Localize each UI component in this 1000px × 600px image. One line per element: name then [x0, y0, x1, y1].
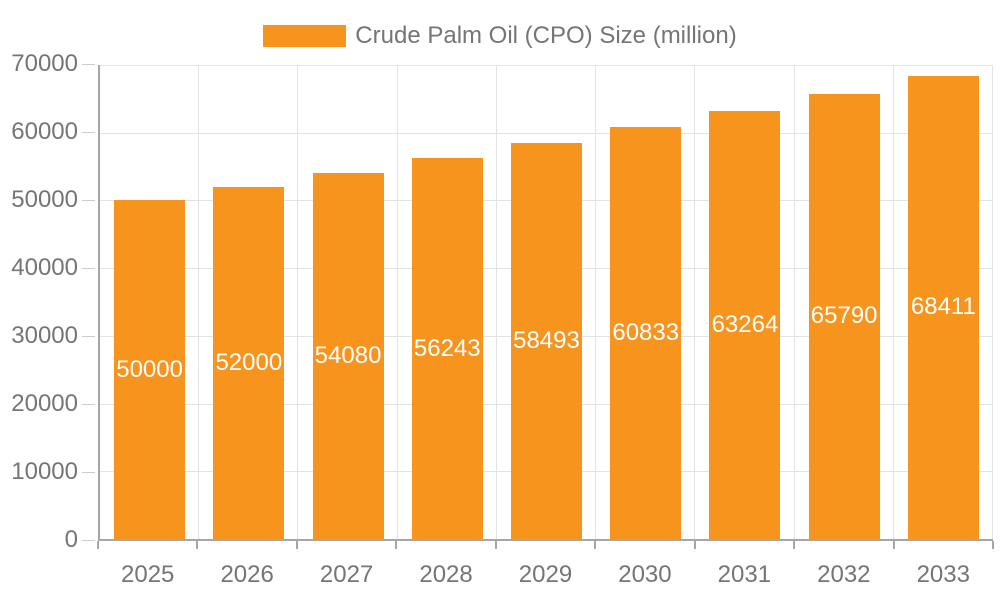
- x-axis-label-2028: 2028: [419, 561, 473, 588]
- y-axis-tick: [82, 131, 95, 133]
- x-axis-label-2031: 2031: [717, 561, 772, 588]
- bar-cell-2031: 63264: [695, 110, 794, 539]
- bar-value-label: 60833: [612, 319, 680, 347]
- gridline-vertical-4: [495, 65, 497, 539]
- gridline-vertical-2: [297, 65, 299, 539]
- gridline-vertical-5: [595, 65, 597, 539]
- y-axis-label-0: 0: [64, 526, 78, 553]
- y-axis-label-60000: 60000: [11, 117, 78, 145]
- x-axis-tick: [992, 541, 994, 549]
- y-axis: 0 10000 20000 30000 40000 50000 60000 70000: [0, 51, 98, 553]
- gridline-vertical-7: [793, 65, 795, 539]
- y-axis-tick: [82, 64, 95, 65]
- y-axis-tick: [82, 199, 95, 201]
- x-axis: 2025 2026 2027 2028 2029 2030 2031 2032 2033: [97, 541, 994, 596]
- bar-cell-2025: 50000: [100, 200, 199, 539]
- bar-2031[interactable]: 63264: [709, 110, 781, 539]
- y-axis-tick: [82, 540, 95, 541]
- bar-value-label: 50000: [116, 355, 183, 383]
- bar-cell-2027: 54080: [298, 172, 397, 539]
- x-axis-tick: [892, 541, 895, 549]
- bar-cell-2032: 65790: [795, 93, 894, 539]
- x-axis-label-2025: 2025: [121, 561, 175, 588]
- bar-value-label: 58493: [513, 326, 580, 354]
- x-axis-tick: [196, 541, 199, 549]
- legend-label: Crude Palm Oil (CPO) Size (million): [355, 22, 737, 49]
- x-axis-tick: [693, 541, 696, 549]
- bar-value-label: 65790: [810, 302, 878, 330]
- y-axis-tick: [82, 404, 95, 405]
- gridline-vertical-6: [694, 65, 696, 539]
- x-axis-label-2030: 2030: [618, 561, 672, 588]
- bar-value-label: 56243: [413, 334, 481, 362]
- y-axis-tick: [82, 335, 95, 337]
- bar-cell-2030: 60833: [596, 127, 695, 539]
- bar-value-label: 63264: [711, 310, 779, 338]
- y-axis-label-10000: 10000: [11, 458, 78, 485]
- gridline-vertical-3: [396, 65, 398, 539]
- bar-cell-2028: 56243: [398, 158, 497, 539]
- x-axis-label-2032: 2032: [817, 561, 871, 588]
- bar-value-label: 52000: [215, 348, 283, 376]
- bar-2028[interactable]: 56243: [411, 158, 483, 539]
- gridline-vertical-1: [198, 65, 200, 539]
- x-axis-label-2026: 2026: [220, 561, 274, 588]
- bar-cell-2029: 58493: [497, 142, 596, 539]
- bar-2025[interactable]: 50000: [114, 200, 186, 539]
- x-axis-tick: [97, 541, 99, 549]
- y-axis-label-70000: 70000: [11, 50, 78, 77]
- gridline-horizontal-70000: [100, 65, 993, 66]
- legend-swatch: [263, 25, 347, 47]
- x-axis-label-2033: 2033: [916, 561, 970, 588]
- bar-value-label: 54080: [314, 341, 382, 369]
- y-axis-label-30000: 30000: [11, 321, 78, 349]
- gridline-vertical-9: [992, 65, 993, 539]
- bar-cell-2033: 68411: [894, 75, 993, 539]
- x-axis-label-2027: 2027: [319, 561, 374, 588]
- y-axis-label-50000: 50000: [11, 185, 78, 213]
- y-axis-tick: [82, 472, 95, 473]
- y-axis-label-20000: 20000: [11, 390, 78, 417]
- bar-2030[interactable]: 60833: [610, 127, 682, 539]
- plot-area: 50000 52000 54080 56243 58493 60833 63264 65790…: [98, 65, 993, 541]
- x-axis-label-2029: 2029: [518, 561, 573, 588]
- x-axis-tick: [793, 541, 796, 549]
- legend: Crude Palm Oil (CPO) Size (million): [0, 23, 1000, 49]
- bar-2033[interactable]: 68411: [907, 75, 979, 539]
- bar-2032[interactable]: 65790: [808, 93, 880, 539]
- x-axis-tick: [395, 541, 398, 549]
- bar-cell-2026: 52000: [199, 186, 298, 539]
- x-axis-tick: [594, 541, 597, 549]
- bar-2029[interactable]: 58493: [510, 142, 582, 539]
- bar-2026[interactable]: 52000: [213, 186, 285, 539]
- gridline-horizontal-60000: [100, 132, 993, 134]
- y-axis-label-40000: 40000: [11, 254, 78, 281]
- gridline-vertical-8: [892, 65, 894, 539]
- x-axis-tick: [494, 541, 497, 549]
- bar-value-label: 68411: [910, 293, 976, 321]
- x-axis-tick: [295, 541, 298, 549]
- y-axis-tick: [82, 268, 95, 269]
- bar-2027[interactable]: 54080: [312, 172, 384, 539]
